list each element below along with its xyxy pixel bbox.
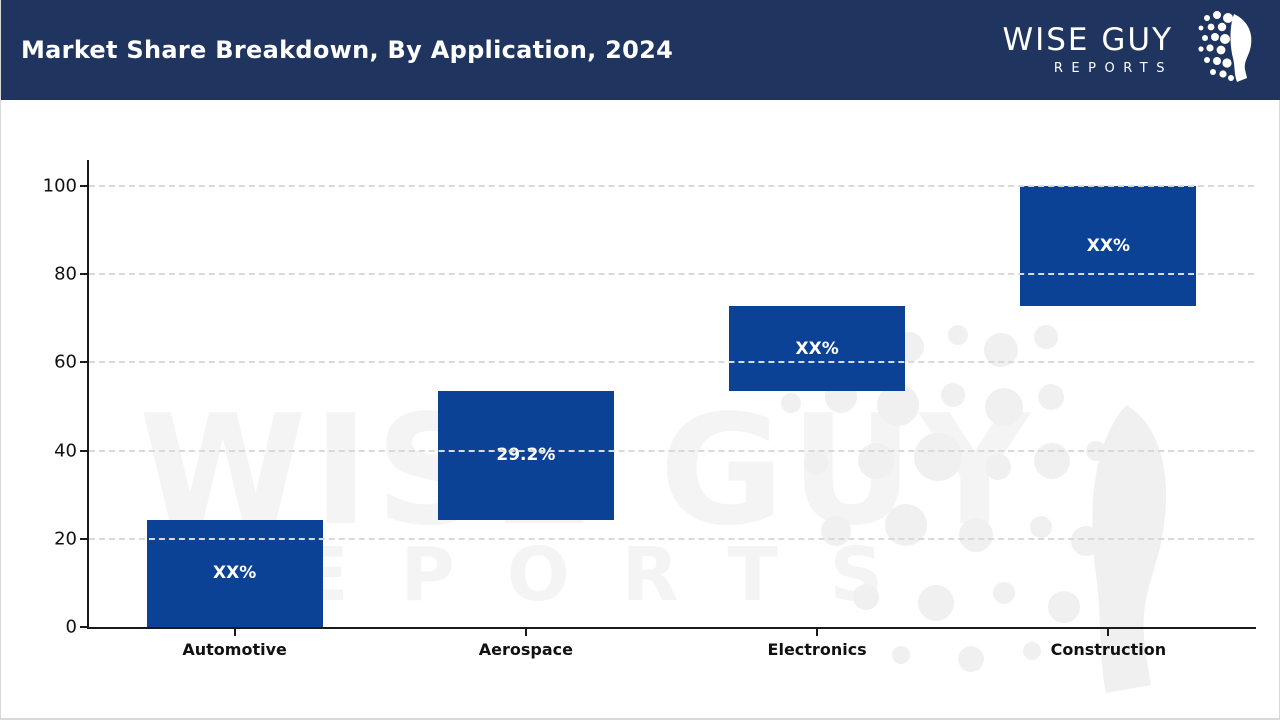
y-tick-mark [80,185,87,187]
bar-value-label: 29.2% [496,445,556,466]
bar-value-label: XX% [795,338,839,359]
x-axis-category-label: Electronics [767,640,867,659]
x-tick-mark [233,629,236,636]
dotted-face-icon [1177,8,1253,92]
gridline-60 [89,361,1254,364]
chart-area: WISE GUY REPORTS XX% Automotive 29.2% Aeros… [1,100,1280,720]
watermark-dots-pattern [781,314,1167,693]
bar-automotive [146,519,323,627]
page-title: Market Share Breakdown, By Application, … [21,36,674,64]
y-tick-mark [80,626,87,628]
y-tick-mark [80,537,87,540]
x-axis-category-label: Construction [1050,640,1167,659]
x-tick-mark [816,629,819,636]
y-axis-tick-label: 100 [42,175,77,197]
logo-wordmark: WISE GUY [1002,22,1173,58]
y-tick-mark [80,449,87,452]
y-axis-tick-label: 40 [54,440,77,462]
y-tick-mark [80,361,87,364]
gridline-20 [89,537,1254,540]
bar-value-label: XX% [213,563,257,584]
bar-electronics [729,305,906,392]
logo-subtitle: REPORTS [1053,61,1173,76]
gridline-80 [89,273,1254,276]
y-axis-tick-label: 20 [54,528,77,550]
x-axis-category-label: Aerospace [478,640,573,659]
y-axis-tick-label: 0 [65,616,77,638]
header: Market Share Breakdown, By Application, … [1,0,1280,100]
y-tick-mark [80,273,87,276]
x-tick-mark [1107,629,1110,636]
y-axis-line [87,160,89,629]
wise-guy-reports-logo: WISE GUY REPORTS [1002,8,1253,92]
bar-value-label: XX% [1086,235,1130,256]
x-axis-category-label: Automotive [182,640,287,659]
bar-construction [1020,186,1197,306]
y-axis-tick-label: 80 [54,263,77,285]
logo-text: WISE GUY REPORTS [1002,22,1173,76]
x-tick-mark [524,629,527,636]
y-axis-tick-label: 60 [54,351,77,373]
gridline-100 [89,185,1254,187]
gridline-40 [89,449,1254,452]
x-axis-line [87,627,1256,629]
bar-aerospace [437,391,614,520]
